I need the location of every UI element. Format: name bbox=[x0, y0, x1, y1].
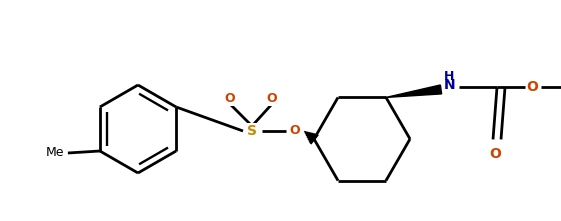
Text: O: O bbox=[489, 147, 501, 161]
Text: Me: Me bbox=[45, 147, 64, 160]
Text: O: O bbox=[289, 124, 300, 137]
Text: N: N bbox=[444, 78, 456, 92]
Text: S: S bbox=[247, 124, 257, 138]
Polygon shape bbox=[386, 85, 442, 97]
Text: O: O bbox=[225, 93, 235, 105]
Text: O: O bbox=[266, 93, 277, 105]
Text: O: O bbox=[526, 80, 538, 94]
Text: H: H bbox=[444, 70, 454, 84]
